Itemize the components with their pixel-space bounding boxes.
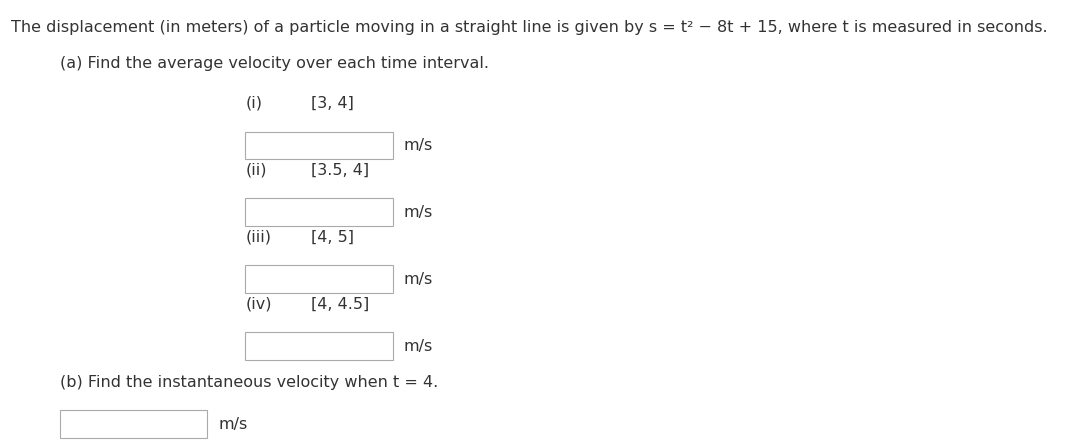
Text: m/s: m/s (404, 205, 433, 220)
Text: (i): (i) (245, 96, 263, 111)
Text: (iv): (iv) (245, 297, 272, 312)
Text: m/s: m/s (404, 339, 433, 354)
Text: The displacement (in meters) of a particle moving in a straight line is given by: The displacement (in meters) of a partic… (11, 20, 1047, 35)
Text: (ii): (ii) (245, 163, 267, 178)
Text: m/s: m/s (404, 272, 433, 287)
Text: [3, 4]: [3, 4] (311, 96, 353, 111)
Text: m/s: m/s (218, 417, 248, 432)
Text: (b) Find the instantaneous velocity when t = 4.: (b) Find the instantaneous velocity when… (60, 375, 439, 390)
Text: [4, 5]: [4, 5] (311, 230, 353, 245)
Text: [4, 4.5]: [4, 4.5] (311, 297, 369, 312)
Text: [3.5, 4]: [3.5, 4] (311, 163, 369, 178)
Text: (a) Find the average velocity over each time interval.: (a) Find the average velocity over each … (60, 56, 489, 71)
Text: (iii): (iii) (245, 230, 272, 245)
Text: m/s: m/s (404, 138, 433, 153)
